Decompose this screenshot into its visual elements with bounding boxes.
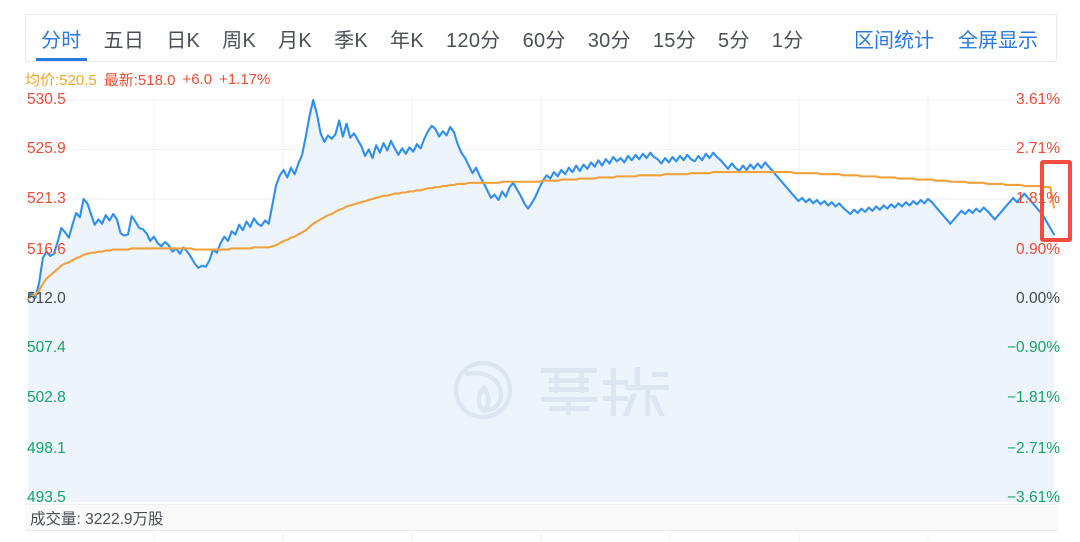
period-tab-label: 15分 <box>652 29 697 52</box>
period-tab-3[interactable]: 周K <box>211 15 267 61</box>
period-tab-5[interactable]: 季K <box>323 15 379 61</box>
quote-info-line: 均价:520.5 最新:518.0 +6.0 +1.17% <box>25 68 270 90</box>
period-tab-label: 60分 <box>522 29 566 52</box>
chart-tools-group: 区间统计 全屏显示 <box>842 15 1056 61</box>
period-tab-label: 1分 <box>771 29 804 52</box>
period-tab-6[interactable]: 年K <box>379 15 435 61</box>
period-tab-label: 年K <box>390 29 424 52</box>
period-tab-1[interactable]: 五日 <box>93 15 156 61</box>
y-axis-right-tick-7: −2.71% <box>1006 439 1060 457</box>
period-tab-label: 五日 <box>103 29 145 52</box>
price-change-value: +6.0 <box>182 70 213 88</box>
chart-plot-area[interactable] <box>25 96 1072 502</box>
y-axis-right-tick-2: 1.81% <box>1016 189 1060 207</box>
y-axis-left-tick-0: 530.5 <box>27 91 66 108</box>
y-axis-right-tick-3: 0.90% <box>1016 240 1060 258</box>
y-axis-left-tick-1: 525.9 <box>27 140 66 158</box>
y-axis-left-tick-4: 512.0 <box>27 290 66 307</box>
y-axis-left-tick-8: 493.5 <box>27 489 66 506</box>
range-statistics-link[interactable]: 区间统计 <box>842 15 946 61</box>
period-tab-0[interactable]: 分时 <box>30 15 93 61</box>
y-axis-left-tick-6: 502.8 <box>27 388 66 406</box>
period-tab-9[interactable]: 30分 <box>577 15 642 61</box>
average-price-line <box>26 171 1056 301</box>
period-tab-label: 月K <box>278 29 313 52</box>
volume-panel[interactable] <box>25 530 1057 542</box>
period-tab-11[interactable]: 5分 <box>707 15 761 61</box>
price-change-percent: +1.17% <box>219 70 271 88</box>
tool-link-label: 全屏显示 <box>958 29 1038 52</box>
y-axis-right-tick-1: 2.71% <box>1016 140 1060 158</box>
y-axis-left-tick-7: 498.1 <box>27 439 66 457</box>
y-axis-right-tick-0: 3.61% <box>1016 91 1060 108</box>
period-tab-label: 5分 <box>718 29 750 52</box>
period-tab-2[interactable]: 日K <box>155 15 211 61</box>
period-tab-12[interactable]: 1分 <box>761 15 815 61</box>
average-price-value: 均价:520.5 <box>25 71 97 89</box>
y-axis-left-tick-5: 507.4 <box>27 339 66 357</box>
y-axis-left-tick-3: 516.6 <box>27 240 66 258</box>
last-price-value: 最新:518.0 <box>103 71 176 89</box>
period-tab-group: 分时 五日 日K 周K 月K 季K 年K 120分 60分 30分 15分 5分 1分 <box>26 15 815 61</box>
period-tab-label: 分时 <box>41 29 82 52</box>
volume-readout: 成交量: 3222.9万股 <box>25 504 1057 530</box>
price-line <box>26 98 1056 301</box>
period-tab-label: 120分 <box>445 29 501 52</box>
y-axis-left-tick-2: 521.3 <box>27 189 66 207</box>
period-tab-label: 30分 <box>587 29 631 52</box>
price-chart-svg <box>25 96 1057 502</box>
period-tab-4[interactable]: 月K <box>267 15 323 61</box>
fullscreen-link[interactable]: 全屏显示 <box>946 15 1050 61</box>
volume-gridlines-svg <box>153 532 929 542</box>
highlight-annotation-box <box>1040 160 1072 242</box>
y-axis-right-tick-4: 0.00% <box>1016 290 1060 307</box>
period-tab-7[interactable]: 120分 <box>435 15 512 61</box>
chart-period-tabbar: 分时 五日 日K 周K 月K 季K 年K 120分 60分 30分 15分 5分 1分 区间统计 全屏显示 <box>25 14 1057 62</box>
period-tab-10[interactable]: 15分 <box>642 15 707 61</box>
period-tab-label: 季K <box>334 29 369 52</box>
tool-link-label: 区间统计 <box>854 29 934 52</box>
volume-value: 成交量: 3222.9万股 <box>30 510 164 528</box>
period-tab-label: 日K <box>166 29 201 52</box>
y-axis-right-tick-5: −0.90% <box>1006 339 1060 357</box>
period-tab-8[interactable]: 60分 <box>512 15 577 61</box>
y-axis-right-tick-8: −3.61% <box>1006 489 1060 506</box>
period-tab-label: 周K <box>222 29 257 52</box>
y-axis-right-tick-6: −1.81% <box>1006 388 1060 406</box>
